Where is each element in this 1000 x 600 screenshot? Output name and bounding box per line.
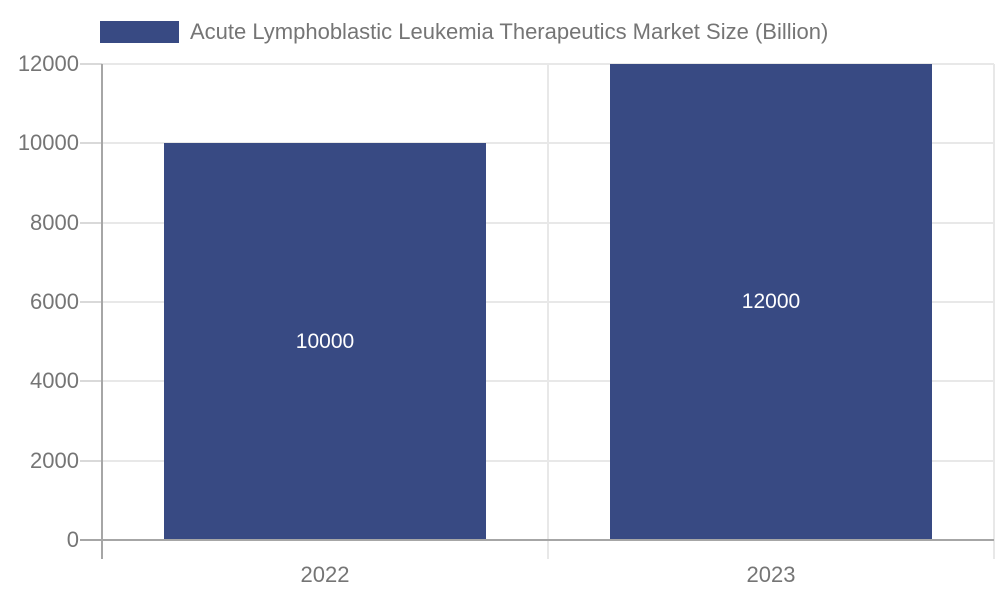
- legend-swatch: [100, 21, 179, 43]
- y-tick-label: 6000: [30, 289, 79, 314]
- y-tick-label: 4000: [30, 368, 79, 394]
- x-tick-label: 2022: [300, 562, 350, 587]
- x-tick-label: 2023: [746, 562, 796, 587]
- y-tick-mark: [80, 380, 102, 383]
- category-boundary-line: [547, 64, 549, 559]
- category-boundary-line: [993, 64, 995, 559]
- y-tick-mark: [80, 63, 102, 65]
- y-tick-label: 12000: [17, 51, 79, 76]
- bar-2023: [610, 64, 932, 540]
- y-tick-label: 0: [66, 527, 79, 552]
- bar-value-label: 12000: [741, 290, 801, 313]
- legend-item[interactable]: Acute Lymphoblastic Leukemia Therapeutic…: [100, 17, 828, 47]
- y-tick-mark: [80, 301, 102, 303]
- legend-label: Acute Lymphoblastic Leukemia Therapeutic…: [190, 19, 829, 44]
- y-tick-label: 10000: [17, 130, 79, 156]
- bar-value-label: 10000: [295, 329, 355, 353]
- y-tick-mark: [80, 221, 102, 224]
- bar-2022: [164, 143, 486, 540]
- y-axis-line: [101, 64, 103, 559]
- y-tick-mark: [80, 459, 102, 462]
- x-axis-line: [80, 539, 994, 541]
- y-tick-label: 2000: [30, 447, 79, 473]
- y-tick-mark: [80, 142, 102, 145]
- y-tick-label: 8000: [30, 209, 79, 235]
